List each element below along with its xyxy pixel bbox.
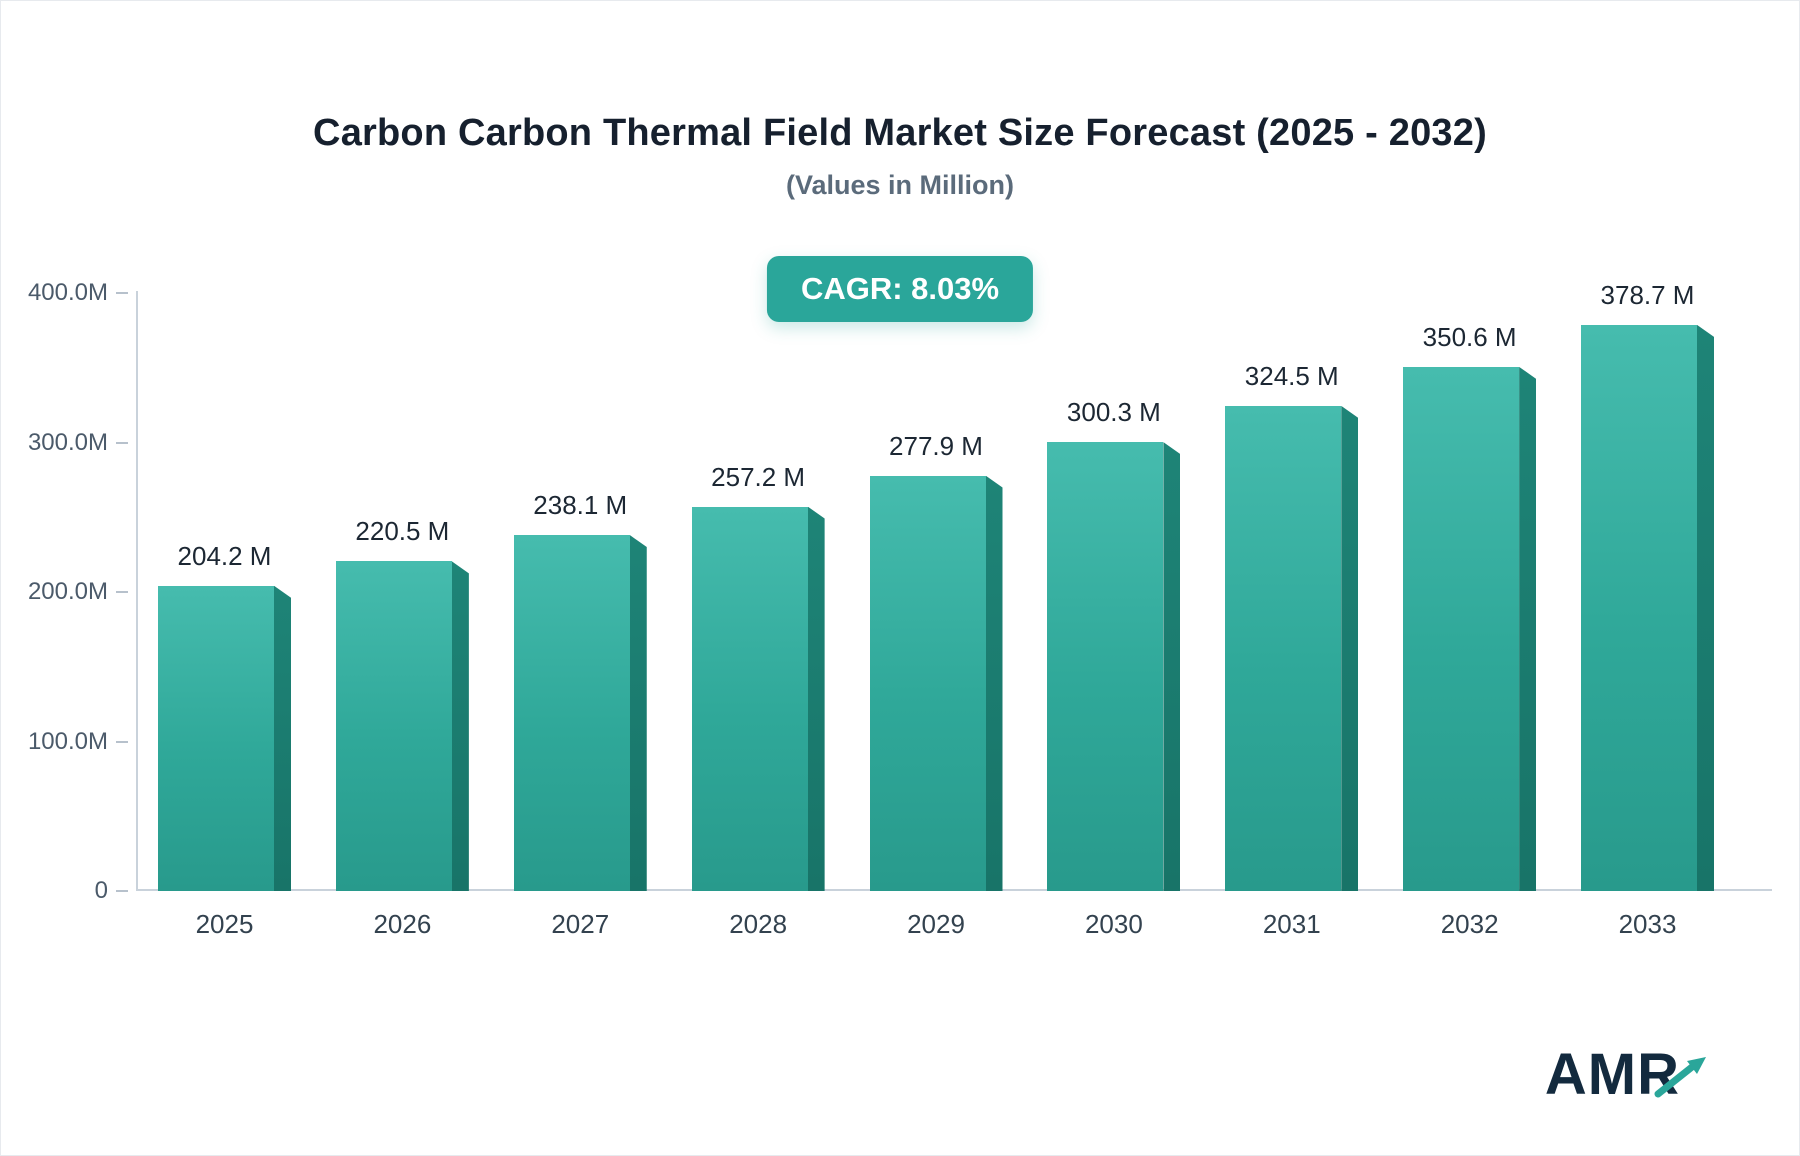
bar <box>335 561 469 891</box>
bar <box>869 475 1003 891</box>
bar-group: 238.1 M 2027 <box>513 293 647 939</box>
bar-group: 300.3 M 2030 <box>1047 293 1181 939</box>
y-axis: 400.0M 300.0M 200.0M 100.0M 0 <box>16 279 128 904</box>
y-axis-tick: 300.0M <box>28 429 128 457</box>
bar-side-face <box>1163 442 1181 891</box>
bar-front-face <box>1581 324 1697 891</box>
bar-front-face <box>513 535 630 891</box>
bar-side-face <box>1341 405 1359 891</box>
bar-value-label: 204.2 M <box>177 540 272 571</box>
cagr-badge: CAGR: 8.03% <box>766 256 1034 322</box>
y-axis-tick: 200.0M <box>28 578 128 606</box>
bar <box>158 585 291 891</box>
bar <box>1225 405 1359 891</box>
bar-front-face <box>158 585 274 891</box>
bar-group: 257.2 M 2028 <box>691 293 825 939</box>
bar-value-label: 257.2 M <box>711 461 806 492</box>
growth-arrow-icon <box>1654 1057 1706 1098</box>
bar-group: 350.6 M 2032 <box>1403 293 1537 939</box>
bar-front-face <box>1225 405 1342 891</box>
y-axis-tick-label: 400.0M <box>27 279 108 306</box>
x-axis-label: 2032 <box>1440 909 1499 939</box>
bar <box>691 506 825 891</box>
x-axis-label: 2030 <box>1084 909 1143 939</box>
x-axis-label: 2027 <box>551 909 610 939</box>
bar-group: 378.7 M 2033 <box>1581 280 1714 939</box>
bar-side-face <box>1697 324 1714 891</box>
bar-group: 277.9 M 2029 <box>869 293 1003 939</box>
bar-group: 204.2 M 2025 <box>158 293 291 939</box>
bar-side-face <box>451 561 469 891</box>
x-axis-label: 2031 <box>1262 909 1321 939</box>
bar-front-face <box>335 561 452 891</box>
bar <box>513 535 647 891</box>
y-axis-tick-label: 0 <box>94 877 108 904</box>
bar-side-face <box>1519 366 1537 891</box>
bar-value-label: 350.6 M <box>1422 321 1517 352</box>
bar <box>1047 442 1181 891</box>
y-axis-tick-label: 200.0M <box>27 578 108 605</box>
bar-side-face <box>274 585 291 891</box>
bar-group: 220.5 M 2026 <box>335 293 469 939</box>
chart-title: Carbon Carbon Thermal Field Market Size … <box>313 112 1487 154</box>
bar <box>1403 366 1537 891</box>
bar-front-face <box>869 475 986 891</box>
y-axis-tick-label: 100.0M <box>27 727 108 755</box>
bar-side-face <box>807 506 825 891</box>
x-axis-label: 2028 <box>729 909 788 939</box>
bar-value-label: 277.9 M <box>889 430 983 461</box>
y-axis-tick-label: 300.0M <box>27 428 108 456</box>
bar-side-face <box>629 535 647 891</box>
bar-value-label: 324.5 M <box>1244 360 1339 391</box>
x-axis-label: 2029 <box>907 909 965 939</box>
x-axis-label: 2026 <box>373 909 432 939</box>
tick-mark <box>116 740 128 743</box>
bar-value-label: 378.7 M <box>1600 279 1695 310</box>
plot-area: 204.2 M 2025 220.5 M 2026 238.1 M 2027 257.2 M… <box>158 280 1762 939</box>
bar-front-face <box>1047 442 1164 891</box>
y-axis-tick: 0 <box>95 877 128 905</box>
x-axis-label: 2033 <box>1618 909 1677 939</box>
bar-value-label: 300.3 M <box>1066 397 1161 428</box>
bar-side-face <box>985 475 1003 891</box>
y-axis-tick: 400.0M <box>28 279 128 307</box>
chart-subtitle: (Values in Million) <box>785 170 1015 200</box>
bar-front-face <box>691 506 808 891</box>
bar <box>1581 324 1714 891</box>
tick-mark <box>116 890 128 892</box>
x-axis-label: 2025 <box>195 909 254 939</box>
amr-logo: AMR <box>1545 1046 1716 1104</box>
bar-front-face <box>1403 366 1520 891</box>
bar-group: 324.5 M 2031 <box>1225 293 1359 939</box>
tick-mark <box>116 591 128 593</box>
y-axis-tick: 100.0M <box>28 728 128 756</box>
y-axis-line <box>136 291 138 891</box>
bar-value-label: 238.1 M <box>533 490 628 521</box>
tick-mark <box>116 441 128 444</box>
bar-value-label: 220.5 M <box>355 516 450 547</box>
tick-mark <box>116 292 128 294</box>
